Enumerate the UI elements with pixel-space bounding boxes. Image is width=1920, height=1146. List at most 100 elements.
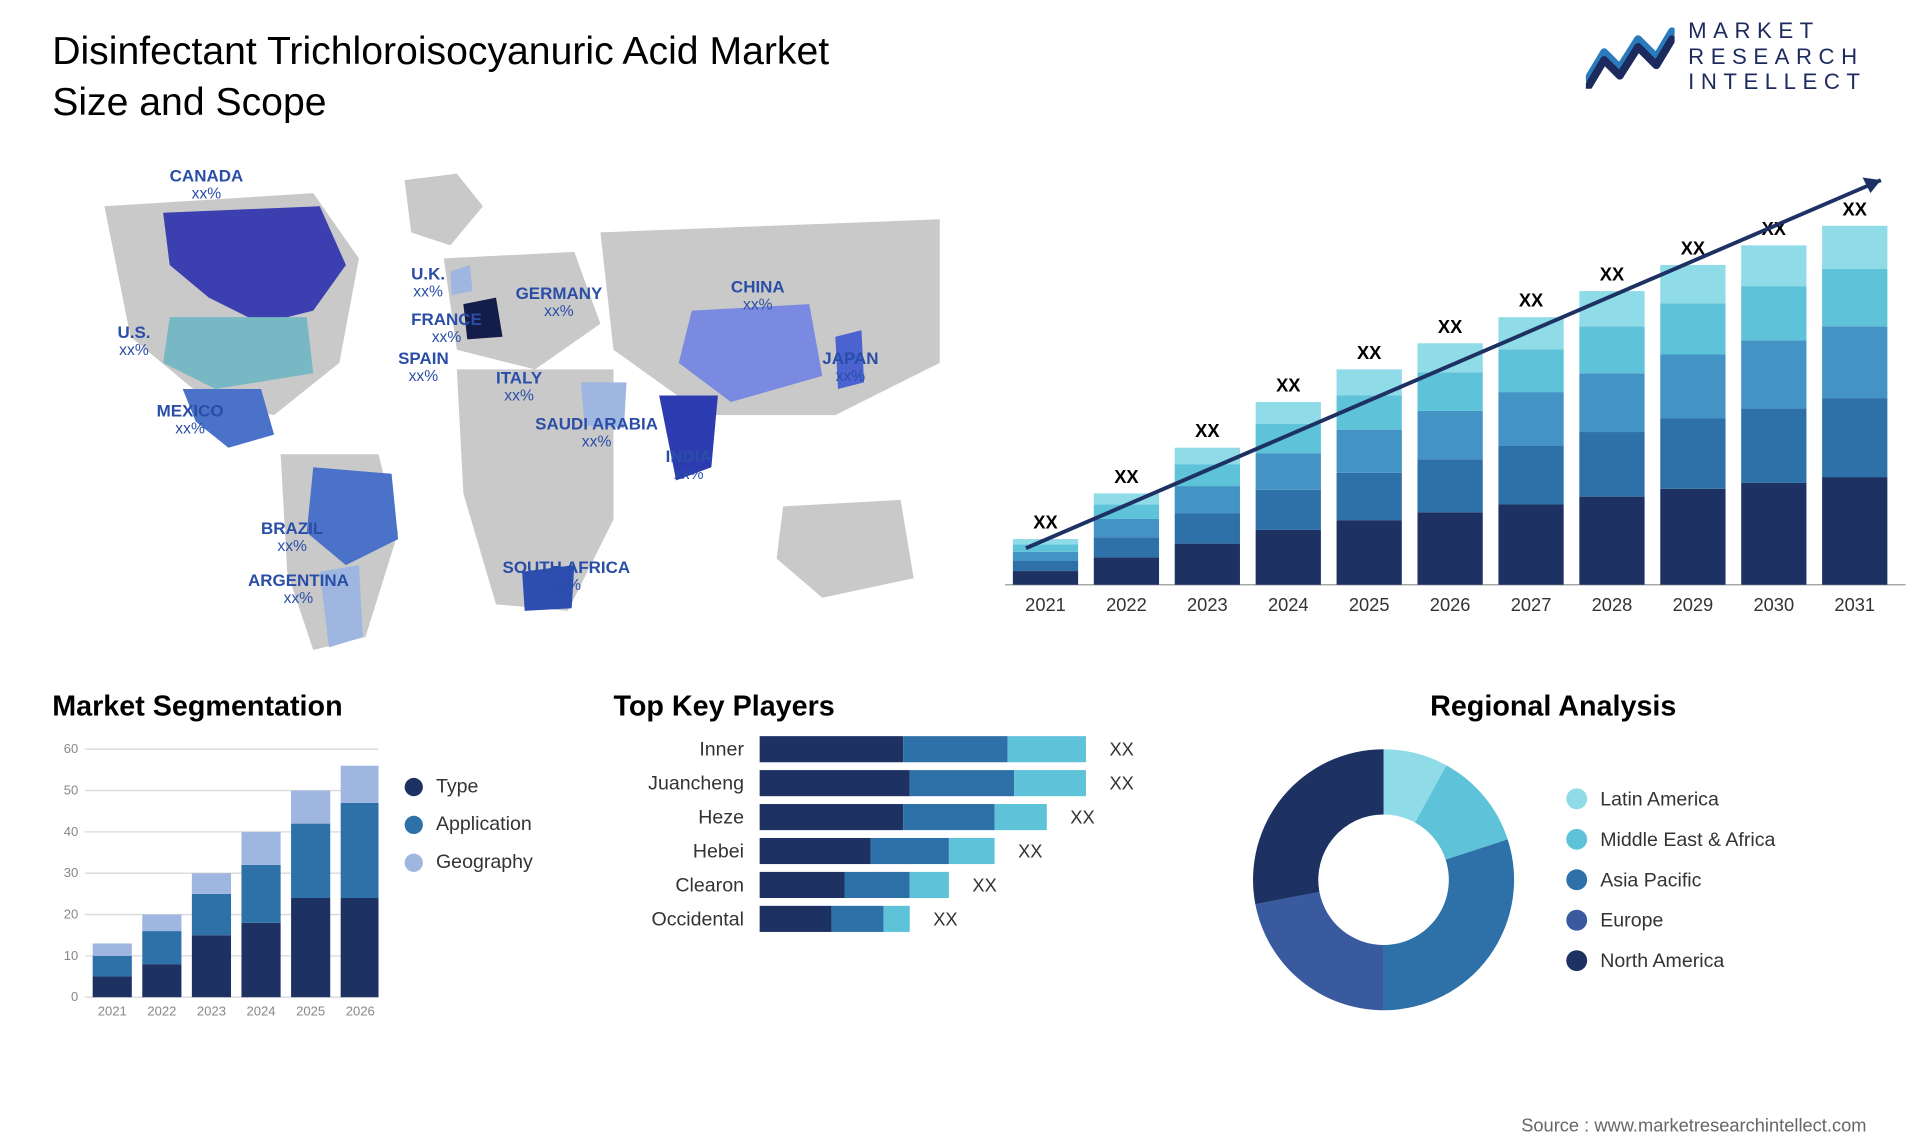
player-bar [760,736,1086,762]
player-bar-segment [760,906,832,932]
svg-text:2029: 2029 [1673,594,1714,615]
legend-label: Europe [1600,909,1663,931]
map-label-argentina: ARGENTINAxx% [248,572,349,606]
map-label-u-s-: U.S.xx% [117,324,150,358]
player-bar-segment [910,770,1014,796]
legend-dot-icon [1566,788,1587,809]
map-label-u-k-: U.K.xx% [411,265,445,299]
svg-text:0: 0 [71,989,78,1004]
svg-text:XX: XX [1438,316,1463,337]
legend-dot-icon [1566,829,1587,850]
player-bar [760,906,910,932]
player-row: OccidentalXX [613,906,1200,932]
map-label-germany: GERMANYxx% [516,285,603,319]
map-label-spain: SPAINxx% [398,350,449,384]
player-value: XX [972,875,996,896]
svg-text:2021: 2021 [98,1003,127,1018]
top-row: CANADAxx%U.S.xx%MEXICOxx%BRAZILxx%ARGENT… [52,141,1866,663]
map-label-japan: JAPANxx% [822,350,878,384]
infographic-page: Disinfectant Trichloroisocyanuric Acid M… [0,0,1919,1146]
player-value: XX [1109,773,1133,794]
player-bar-segment [831,906,883,932]
logo-line1: MARKET [1688,18,1866,44]
svg-text:2026: 2026 [1430,594,1471,615]
regional-legend-item: Europe [1566,909,1775,931]
svg-text:50: 50 [64,782,79,797]
player-bar-segment [760,770,910,796]
player-bar-segment [884,906,910,932]
player-bar [760,770,1086,796]
player-name: Heze [613,806,744,828]
player-row: InnerXX [613,736,1200,762]
key-players-list: InnerXX Juancheng XX HezeXX Hebei XX Clearon XX… [613,736,1200,932]
seg-legend-item: Application [405,813,533,835]
map-label-india: INDIAxx% [666,448,712,482]
svg-text:2023: 2023 [1187,594,1228,615]
legend-label: Latin America [1600,788,1719,810]
player-name: Hebei [613,840,744,862]
svg-text:2024: 2024 [247,1003,276,1018]
legend-label: Geography [436,851,533,873]
map-label-italy: ITALYxx% [496,369,542,403]
player-bar-segment [760,736,904,762]
svg-text:40: 40 [64,824,79,839]
source-credit: Source : www.marketresearchintellect.com [1521,1115,1866,1136]
player-bar-segment [760,804,904,830]
regional-panel: Regional Analysis Latin America Middle Ea… [1240,689,1867,1023]
map-label-china: CHINAxx% [731,278,785,312]
regional-legend-item: Middle East & Africa [1566,828,1775,850]
legend-label: North America [1600,950,1724,972]
player-row: Juancheng XX [613,770,1200,796]
regional-legend-item: Latin America [1566,788,1775,810]
player-name: Occidental [613,908,744,930]
player-bar-segment [760,872,845,898]
regional-legend: Latin America Middle East & Africa Asia Pa… [1566,788,1775,972]
svg-text:2022: 2022 [147,1003,176,1018]
player-bar-segment [871,838,949,864]
player-row: Hebei XX [613,838,1200,864]
svg-text:XX: XX [1276,375,1301,396]
legend-dot-icon [405,777,423,795]
player-bar [760,838,995,864]
svg-text:XX: XX [1843,198,1868,219]
svg-text:2023: 2023 [197,1003,226,1018]
svg-text:10: 10 [64,948,79,963]
svg-text:2025: 2025 [1349,594,1390,615]
map-label-canada: CANADAxx% [170,167,244,201]
svg-text:XX: XX [1033,512,1058,533]
regional-title: Regional Analysis [1240,689,1867,723]
brand-logo: MARKET RESEARCH INTELLECT [1586,18,1866,95]
player-bar [760,872,949,898]
segmentation-panel: Market Segmentation 01020304050602021202… [52,689,574,1023]
map-label-saudi-arabia: SAUDI ARABIAxx% [535,415,658,449]
player-bar [760,804,1047,830]
player-bar-segment [1014,770,1086,796]
legend-label: Application [436,813,532,835]
legend-dot-icon [1566,950,1587,971]
player-name: Juancheng [613,772,744,794]
key-players-title: Top Key Players [613,689,1200,723]
svg-text:2026: 2026 [346,1003,375,1018]
svg-text:2031: 2031 [1834,594,1875,615]
logo-mark-icon [1586,24,1675,89]
map-label-south-africa: SOUTH AFRICAxx% [503,559,631,593]
player-bar-segment [949,838,995,864]
legend-label: Middle East & Africa [1600,828,1775,850]
seg-legend-item: Geography [405,851,533,873]
svg-text:XX: XX [1519,290,1544,311]
seg-legend-item: Type [405,775,533,797]
svg-text:60: 60 [64,741,79,756]
regional-legend-item: North America [1566,950,1775,972]
player-bar-segment [910,872,949,898]
player-name: Clearon [613,874,744,896]
player-name: Inner [613,738,744,760]
svg-text:XX: XX [1357,342,1382,363]
player-row: Clearon XX [613,872,1200,898]
legend-dot-icon [405,815,423,833]
legend-dot-icon [1566,910,1587,931]
regional-legend-item: Asia Pacific [1566,869,1775,891]
svg-text:XX: XX [1114,466,1139,487]
legend-label: Type [436,775,478,797]
player-row: HezeXX [613,804,1200,830]
player-value: XX [1018,841,1042,862]
